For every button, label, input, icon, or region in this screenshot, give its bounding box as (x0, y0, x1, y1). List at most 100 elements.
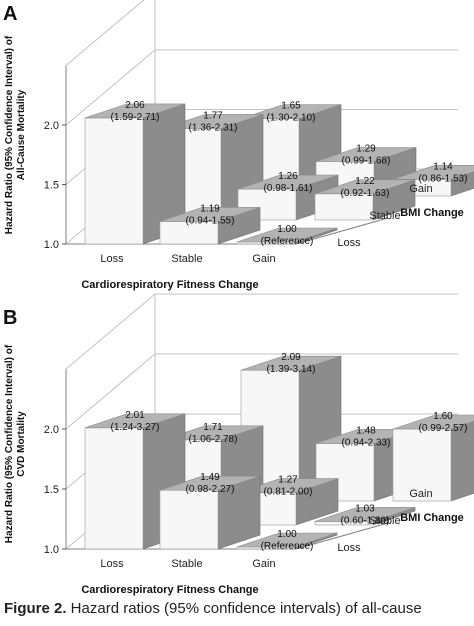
bar-front (84, 117, 144, 245)
bar-value-label: 2.06 (125, 100, 145, 111)
bar-ci-label: (1.36-2.31) (189, 122, 238, 133)
x-category-label: Stable (171, 253, 202, 265)
bar-value-label: 1.03 (355, 503, 375, 514)
bar-ci-label: (0.98-2.27) (186, 484, 235, 495)
bar-value-label: 1.60 (433, 411, 453, 422)
y-axis-title: Hazard Ratio (95% Confidence Interval) o… (4, 35, 27, 234)
bar-gain-stable: 1.22(0.92-1.63) (314, 176, 416, 221)
bar-top (84, 103, 186, 119)
bar-top (240, 355, 342, 371)
bar-value-label: 1.77 (203, 110, 223, 121)
x-axis-title: Cardiorespiratory Fitness Change (81, 584, 258, 596)
bar-value-label: 1.49 (200, 472, 220, 483)
bar-loss-loss: 2.06(1.59-2.71) (84, 100, 186, 245)
bar-ci-label: (1.24-3.27) (111, 422, 160, 433)
z-category-label: Loss (337, 542, 361, 554)
bar-gain-loss: 1.00(Reference) (236, 224, 338, 247)
z-category-label: Loss (337, 237, 361, 249)
bar-top (237, 478, 339, 493)
z-category-label: Gain (409, 488, 432, 500)
bar-value-label: 1.29 (356, 143, 376, 154)
y-axis-title: Hazard Ratio (95% Confidence Interval) o… (4, 344, 27, 543)
bar-top (240, 104, 342, 119)
bar-gain-loss: 1.00(Reference) (236, 529, 338, 552)
bar-value-label: 1.65 (281, 101, 301, 112)
z-category-label: Stable (369, 210, 400, 222)
x-category-label: Loss (100, 558, 124, 570)
chart-panel-b: 1.01.52.02.09(1.39-3.14)1.48(0.94-2.33)1… (3, 293, 474, 596)
charts-svg: 1.0 1.5 2.0 1.65(1.30-2.10) 1.29(0.99-1.68) 1… (3, 0, 474, 596)
bar-ci-label: (Reference) (261, 541, 314, 552)
caption-text: Hazard ratios (95% confidence intervals)… (66, 600, 422, 617)
bar-ci-label: (0.60-1.80) (341, 515, 390, 526)
panel-label: A (3, 3, 17, 25)
x-category-label: Stable (171, 558, 202, 570)
bar-value-label: 1.27 (278, 475, 298, 486)
bar-front (84, 427, 144, 550)
bar-value-label: 1.19 (200, 203, 220, 214)
y-tick-label: 1.0 (44, 239, 59, 251)
bar-ci-label: (0.86-1.53) (419, 173, 468, 184)
y-tick-label: 1.5 (44, 484, 59, 496)
bar-stable-loss: 1.49(0.98-2.27) (159, 472, 261, 550)
x-axis-title: Cardiorespiratory Fitness Change (81, 279, 258, 291)
bar-top (162, 425, 264, 441)
y-tick-label: 1.5 (44, 180, 59, 192)
bar-front (314, 193, 374, 221)
bar-value-label: 1.00 (277, 224, 297, 235)
caption-label: Figure 2. (4, 600, 67, 617)
bar-top (84, 413, 186, 429)
bar-value-label: 2.01 (125, 410, 145, 421)
z-category-label: Stable (369, 515, 400, 527)
x-category-label: Loss (100, 253, 124, 265)
bar-value-label: 1.48 (356, 425, 376, 436)
bar-ci-label: (0.92-1.63) (341, 188, 390, 199)
bar-ci-label: (1.30-2.10) (267, 113, 316, 124)
bar-top (237, 174, 339, 190)
bar-ci-label: (0.81-2.00) (264, 487, 313, 498)
bar-value-label: 1.14 (433, 161, 453, 172)
y-tick-label: 2.0 (44, 424, 59, 436)
bar-top (236, 532, 338, 548)
bar-top (236, 227, 338, 243)
bar-ci-label: (0.99-2.57) (419, 423, 468, 434)
bar-ci-label: (0.99-1.68) (342, 155, 391, 166)
bar-top (315, 147, 417, 162)
bar-top (159, 475, 261, 491)
bar-value-label: 1.26 (278, 171, 298, 182)
bar-ci-label: (1.06-2.78) (189, 434, 238, 445)
bar-value-label: 1.00 (277, 529, 297, 540)
bar-gain-stable: 1.03(0.60-1.80) (314, 503, 416, 526)
bar-top (159, 207, 261, 222)
bar-ci-label: (0.98-1.61) (264, 183, 313, 194)
bar-front (159, 489, 219, 550)
bar-stable-loss: 1.19(0.94-1.55) (159, 203, 261, 245)
bar-top (314, 179, 416, 195)
panel-label: B (3, 307, 17, 329)
bar-value-label: 1.22 (355, 176, 375, 187)
z-axis-title: BMI Change (400, 512, 464, 524)
z-category-label: Gain (409, 183, 432, 195)
figure-caption: Figure 2. Hazard ratios (95% confidence … (4, 600, 474, 618)
bar-ci-label: (Reference) (261, 236, 314, 247)
bar-gain-gain: 1.60(0.99-2.57) (392, 411, 474, 502)
bar-top (162, 114, 264, 129)
bar-ci-label: (0.94-2.33) (342, 437, 391, 448)
bar-ci-label: (1.59-2.71) (111, 112, 160, 123)
bar-top (392, 414, 474, 430)
bar-ci-label: (0.94-1.55) (186, 215, 235, 226)
y-tick-label: 1.0 (44, 544, 59, 556)
x-category-label: Gain (252, 253, 275, 265)
z-axis-title: BMI Change (400, 207, 464, 219)
chart-panel-a: 1.0 1.5 2.0 1.65(1.30-2.10) 1.29(0.99-1.68) 1… (3, 0, 474, 291)
y-tick-label: 2.0 (44, 120, 59, 132)
gridline (65, 0, 145, 66)
bar-value-label: 2.09 (281, 352, 301, 363)
bar-top (392, 165, 474, 180)
bar-top (314, 507, 416, 522)
bar-ci-label: (1.39-3.14) (267, 364, 316, 375)
bar-value-label: 1.71 (203, 422, 223, 433)
bar-front (392, 428, 452, 502)
x-category-label: Gain (252, 558, 275, 570)
